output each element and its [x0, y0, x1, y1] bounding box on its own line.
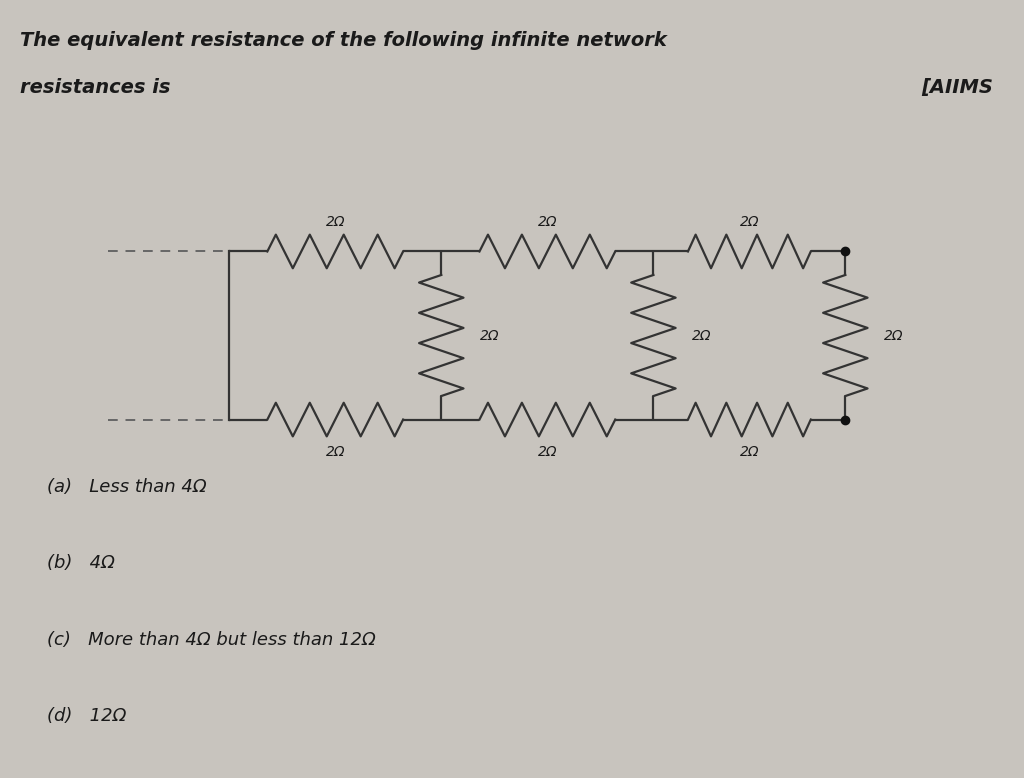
Text: 2Ω: 2Ω — [739, 216, 759, 230]
Text: 2Ω: 2Ω — [326, 216, 345, 230]
Text: [AIIMS: [AIIMS — [922, 78, 993, 96]
Text: 2Ω: 2Ω — [884, 328, 903, 342]
Text: 2Ω: 2Ω — [538, 445, 557, 459]
Text: resistances is: resistances is — [20, 78, 171, 96]
Text: The equivalent resistance of the following infinite network: The equivalent resistance of the followi… — [20, 31, 668, 50]
Text: 2Ω: 2Ω — [692, 328, 712, 342]
Text: (a)   Less than 4Ω: (a) Less than 4Ω — [47, 478, 207, 496]
Text: (d)   12Ω: (d) 12Ω — [47, 707, 127, 725]
Text: (b)   4Ω: (b) 4Ω — [47, 555, 116, 573]
Text: 2Ω: 2Ω — [326, 445, 345, 459]
Text: 2Ω: 2Ω — [479, 328, 499, 342]
Text: 2Ω: 2Ω — [739, 445, 759, 459]
Text: 2Ω: 2Ω — [538, 216, 557, 230]
Text: (c)   More than 4Ω but less than 12Ω: (c) More than 4Ω but less than 12Ω — [47, 631, 376, 649]
